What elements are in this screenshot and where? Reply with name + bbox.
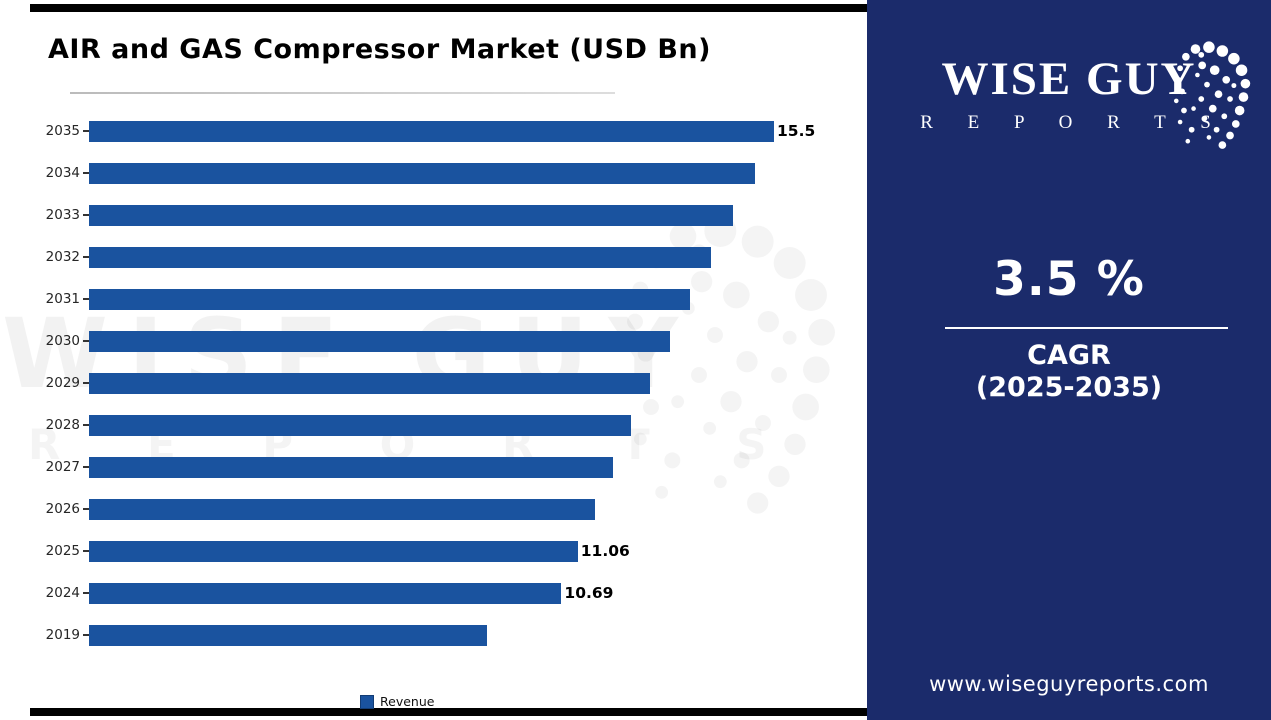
year-axis-label: 2033 [45, 207, 80, 223]
revenue-bar [89, 540, 578, 562]
cagr-range: (2025-2035) [975, 372, 1163, 403]
bottom-black-bar [30, 708, 867, 716]
axis-tick [83, 214, 89, 216]
bar-row: 2030 [30, 320, 815, 362]
year-axis-label: 2035 [45, 123, 80, 139]
legend-swatch [360, 694, 374, 709]
revenue-bar [89, 288, 691, 310]
revenue-bar [89, 372, 650, 394]
bar-chart-rows: 2035 15.5 2034 2033 2032 2031 2030 2029 2028 2027… [30, 110, 815, 656]
revenue-bar [89, 246, 712, 268]
bar-value-label: 10.69 [564, 584, 614, 602]
bar-row: 2028 [30, 404, 815, 446]
bar-row: 2031 [30, 278, 815, 320]
legend-label: Revenue [380, 694, 435, 709]
revenue-bar [89, 456, 613, 478]
bar-row: 2033 [30, 194, 815, 236]
year-axis-label: 2030 [45, 333, 80, 349]
revenue-bar [89, 330, 670, 352]
year-axis-label: 2032 [45, 249, 80, 265]
revenue-bar [89, 204, 733, 226]
axis-tick [83, 298, 89, 300]
axis-tick [83, 424, 89, 426]
brand-logo-text: WISE GUY [941, 53, 1197, 105]
revenue-bar [89, 582, 562, 604]
axis-tick [83, 550, 89, 552]
year-axis-label: 2031 [45, 291, 80, 307]
revenue-bar [89, 498, 596, 520]
year-axis-label: 2034 [45, 165, 80, 181]
brand-panel: WISE GUY R E P O R T S 3.5 % CAGR (2025-… [867, 0, 1271, 720]
axis-tick [83, 256, 89, 258]
axis-tick [83, 634, 89, 636]
brand-head-icon [1173, 41, 1251, 149]
brand-logo-subtext: R E P O R T S [920, 112, 1226, 133]
bar-row: 2032 [30, 236, 815, 278]
year-axis-label: 2024 [45, 585, 80, 601]
axis-tick [83, 340, 89, 342]
revenue-bar [89, 414, 631, 436]
bar-row: 2029 [30, 362, 815, 404]
bar-row: 2026 [30, 488, 815, 530]
bar-value-label: 11.06 [580, 542, 630, 560]
axis-tick [83, 130, 89, 132]
bar-row: 2034 [30, 152, 815, 194]
bar-row: 2035 15.5 [30, 110, 815, 152]
chart-legend: Revenue [360, 694, 434, 709]
year-axis-label: 2028 [45, 417, 80, 433]
year-axis-label: 2019 [45, 627, 80, 643]
website-url: www.wiseguyreports.com [929, 672, 1209, 696]
axis-tick [83, 172, 89, 174]
bar-row: 2024 10.69 [30, 572, 815, 614]
cagr-label: CAGR [1027, 340, 1111, 371]
axis-tick [83, 508, 89, 510]
axis-tick [83, 466, 89, 468]
revenue-bar [89, 120, 774, 142]
bar-row: 2019 [30, 614, 815, 656]
cagr-divider [945, 327, 1228, 329]
top-black-bar [30, 4, 867, 12]
axis-tick [83, 382, 89, 384]
year-axis-label: 2025 [45, 543, 80, 559]
year-axis-label: 2026 [45, 501, 80, 517]
year-axis-label: 2029 [45, 375, 80, 391]
chart-section: AIR and GAS Compressor Market (USD Bn) W… [2, 4, 867, 716]
bar-row: 2027 [30, 446, 815, 488]
brand-logo: WISE GUY R E P O R T S [867, 41, 1271, 149]
revenue-bar [89, 624, 487, 646]
bar-row: 2025 11.06 [30, 530, 815, 572]
cagr-value: 3.5 % [993, 252, 1145, 307]
axis-tick [83, 592, 89, 594]
revenue-bar [89, 162, 756, 184]
year-axis-label: 2027 [45, 459, 80, 475]
title-divider [70, 92, 615, 94]
bar-value-label: 15.5 [777, 122, 816, 140]
chart-title: AIR and GAS Compressor Market (USD Bn) [48, 34, 711, 65]
